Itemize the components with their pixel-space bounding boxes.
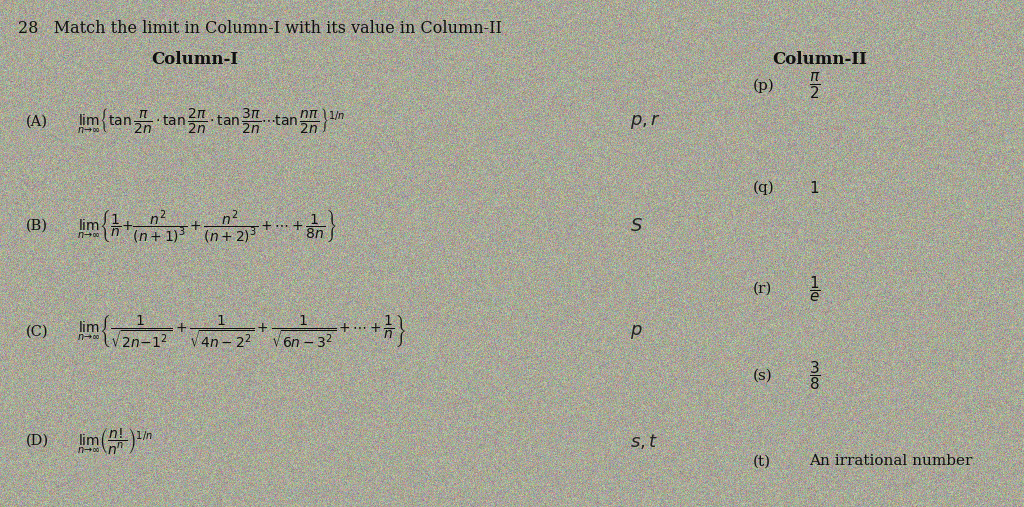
Text: $\dfrac{3}{8}$: $\dfrac{3}{8}$ [809, 359, 820, 391]
Text: $S$: $S$ [630, 216, 643, 235]
Text: (D): (D) [26, 434, 49, 448]
Text: $\dfrac{1}{e}$: $\dfrac{1}{e}$ [809, 274, 820, 304]
Text: Column-II: Column-II [772, 51, 866, 68]
Text: $s,t$: $s,t$ [630, 431, 658, 451]
Text: (C): (C) [26, 325, 48, 339]
Text: $\dfrac{\pi}{2}$: $\dfrac{\pi}{2}$ [809, 71, 820, 101]
Text: $\lim_{n \to \infty}\left\{\dfrac{1}{n}+\dfrac{n^2}{(n+1)^3}+\dfrac{n^2}{(n+2)^3: $\lim_{n \to \infty}\left\{\dfrac{1}{n}+… [77, 207, 336, 244]
Text: (r): (r) [753, 282, 772, 296]
Text: $\lim_{n \to \infty}\left(\dfrac{n!}{n^n}\right)^{1/n}$: $\lim_{n \to \infty}\left(\dfrac{n!}{n^n… [77, 426, 153, 456]
Text: An irrational number: An irrational number [809, 454, 973, 468]
Text: (t): (t) [753, 454, 771, 468]
Text: $p,r$: $p,r$ [630, 112, 660, 131]
Text: (p): (p) [753, 79, 774, 93]
Text: (B): (B) [26, 219, 47, 233]
Text: (s): (s) [753, 368, 772, 382]
Text: $p$: $p$ [630, 323, 642, 341]
Text: $1$: $1$ [809, 179, 819, 196]
Text: (A): (A) [26, 115, 47, 129]
Text: $\lim_{n \to \infty}\left\{\tan\dfrac{\pi}{2n}\cdot\tan\dfrac{2\pi}{2n}\cdot\tan: $\lim_{n \to \infty}\left\{\tan\dfrac{\p… [77, 107, 345, 136]
Text: Column-I: Column-I [151, 51, 239, 68]
Text: $\lim_{n \to \infty}\left\{\dfrac{1}{\sqrt{2n-1^2}}+\dfrac{1}{\sqrt{4n-2^2}}+\df: $\lim_{n \to \infty}\left\{\dfrac{1}{\sq… [77, 314, 406, 350]
Text: 28   Match the limit in Column-I with its value in Column-II: 28 Match the limit in Column-I with its … [18, 20, 503, 38]
Text: (q): (q) [753, 180, 774, 195]
